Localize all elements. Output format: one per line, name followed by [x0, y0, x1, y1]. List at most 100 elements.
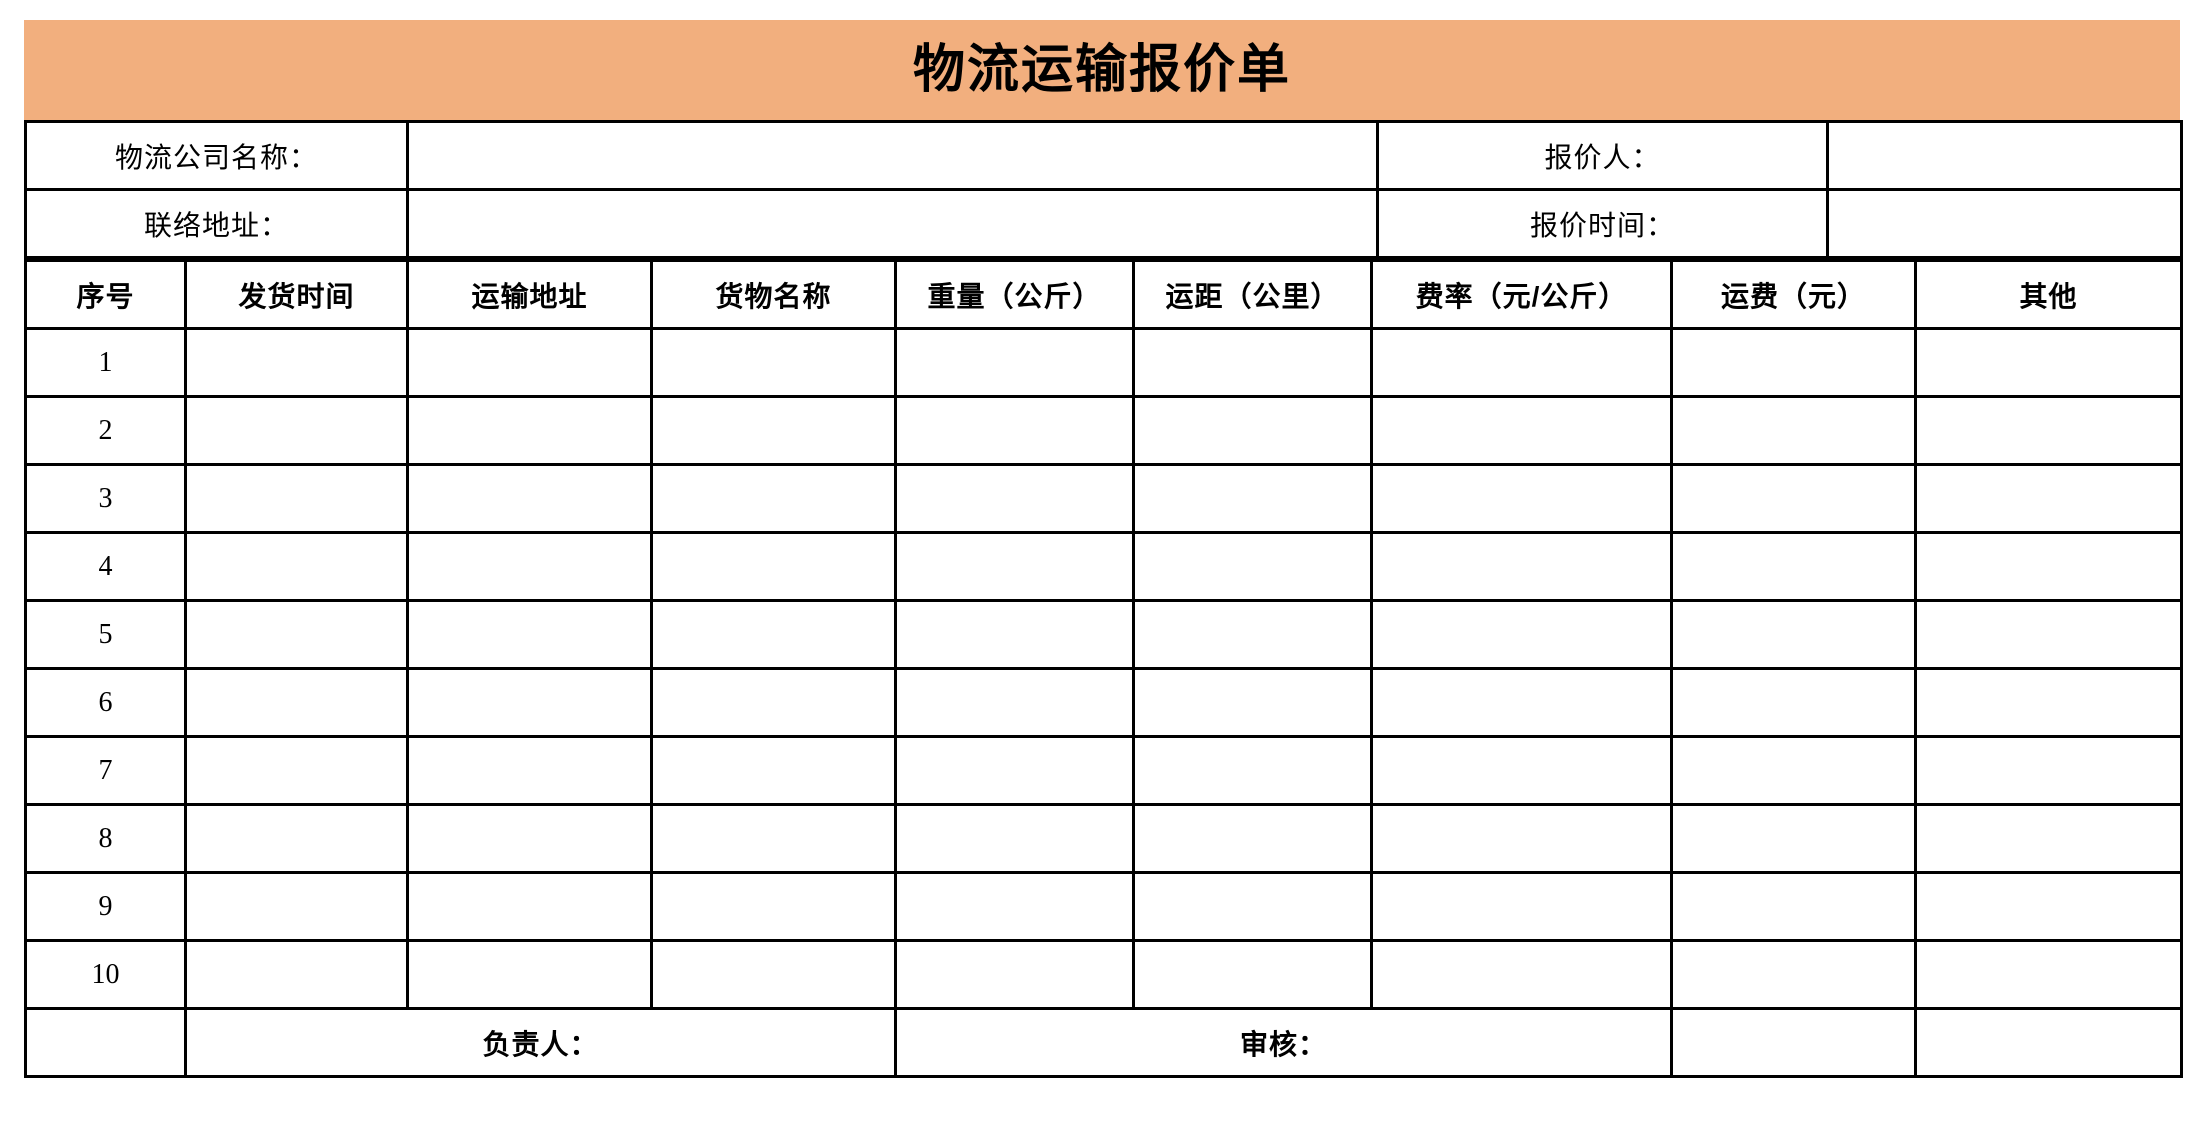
cell-ship-date[interactable] — [184, 871, 409, 942]
cell-route[interactable] — [406, 939, 653, 1010]
cell-goods[interactable] — [650, 599, 897, 670]
table-row: 5 — [24, 599, 2183, 670]
cell-freight[interactable] — [1670, 735, 1917, 806]
cell-other[interactable] — [1914, 735, 2183, 806]
cell-distance[interactable] — [1132, 871, 1373, 942]
cell-goods[interactable] — [650, 803, 897, 874]
cell-goods[interactable] — [650, 735, 897, 806]
field-contact-address[interactable] — [406, 188, 1379, 259]
cell-weight[interactable] — [894, 871, 1135, 942]
cell-rate[interactable] — [1370, 463, 1673, 534]
cell-rate[interactable] — [1370, 939, 1673, 1010]
cell-other[interactable] — [1914, 531, 2183, 602]
cell-rate[interactable] — [1370, 395, 1673, 466]
cell-freight[interactable] — [1670, 531, 1917, 602]
cell-weight[interactable] — [894, 939, 1135, 1010]
cell-other[interactable] — [1914, 327, 2183, 398]
cell-ship-date[interactable] — [184, 463, 409, 534]
row-index: 4 — [24, 531, 187, 602]
footer-blank-a[interactable] — [1670, 1007, 1917, 1078]
cell-route[interactable] — [406, 327, 653, 398]
cell-rate[interactable] — [1370, 531, 1673, 602]
cell-other[interactable] — [1914, 667, 2183, 738]
cell-goods[interactable] — [650, 531, 897, 602]
cell-route[interactable] — [406, 531, 653, 602]
cell-ship-date[interactable] — [184, 395, 409, 466]
cell-ship-date[interactable] — [184, 531, 409, 602]
cell-other[interactable] — [1914, 599, 2183, 670]
cell-freight[interactable] — [1670, 667, 1917, 738]
cell-freight[interactable] — [1670, 939, 1917, 1010]
cell-freight[interactable] — [1670, 803, 1917, 874]
table-row: 7 — [24, 735, 2183, 806]
cell-rate[interactable] — [1370, 735, 1673, 806]
label-contact-address: 联络地址： — [24, 188, 409, 259]
cell-rate[interactable] — [1370, 871, 1673, 942]
cell-ship-date[interactable] — [184, 667, 409, 738]
cell-weight[interactable] — [894, 327, 1135, 398]
cell-freight[interactable] — [1670, 599, 1917, 670]
table-body: 1 2 3 — [24, 327, 2183, 1078]
footer-blank-b[interactable] — [1914, 1007, 2183, 1078]
cell-weight[interactable] — [894, 667, 1135, 738]
column-header-goods: 货物名称 — [650, 259, 897, 330]
cell-goods[interactable] — [650, 667, 897, 738]
cell-ship-date[interactable] — [184, 599, 409, 670]
cell-distance[interactable] — [1132, 531, 1373, 602]
cell-distance[interactable] — [1132, 463, 1373, 534]
cell-freight[interactable] — [1670, 327, 1917, 398]
cell-route[interactable] — [406, 735, 653, 806]
cell-rate[interactable] — [1370, 667, 1673, 738]
cell-other[interactable] — [1914, 395, 2183, 466]
cell-other[interactable] — [1914, 463, 2183, 534]
cell-freight[interactable] — [1670, 463, 1917, 534]
table-row: 6 — [24, 667, 2183, 738]
cell-distance[interactable] — [1132, 939, 1373, 1010]
cell-distance[interactable] — [1132, 395, 1373, 466]
cell-goods[interactable] — [650, 463, 897, 534]
cell-weight[interactable] — [894, 531, 1135, 602]
cell-freight[interactable] — [1670, 395, 1917, 466]
row-index: 6 — [24, 667, 187, 738]
cell-distance[interactable] — [1132, 599, 1373, 670]
cell-distance[interactable] — [1132, 327, 1373, 398]
cell-route[interactable] — [406, 667, 653, 738]
cell-route[interactable] — [406, 463, 653, 534]
cell-goods[interactable] — [650, 395, 897, 466]
cell-weight[interactable] — [894, 735, 1135, 806]
column-header-route: 运输地址 — [406, 259, 653, 330]
cell-other[interactable] — [1914, 803, 2183, 874]
cell-goods[interactable] — [650, 871, 897, 942]
cell-distance[interactable] — [1132, 735, 1373, 806]
cell-ship-date[interactable] — [184, 803, 409, 874]
table-row: 1 — [24, 327, 2183, 398]
cell-goods[interactable] — [650, 327, 897, 398]
field-quoter[interactable] — [1826, 120, 2183, 191]
cell-ship-date[interactable] — [184, 327, 409, 398]
page-title: 物流运输报价单 — [912, 40, 1291, 100]
cell-route[interactable] — [406, 871, 653, 942]
row-index: 5 — [24, 599, 187, 670]
cell-distance[interactable] — [1132, 803, 1373, 874]
cell-route[interactable] — [406, 599, 653, 670]
cell-weight[interactable] — [894, 803, 1135, 874]
field-quote-time[interactable] — [1826, 188, 2183, 259]
cell-other[interactable] — [1914, 939, 2183, 1010]
cell-goods[interactable] — [650, 939, 897, 1010]
cell-rate[interactable] — [1370, 599, 1673, 670]
cell-freight[interactable] — [1670, 871, 1917, 942]
cell-ship-date[interactable] — [184, 735, 409, 806]
cell-rate[interactable] — [1370, 327, 1673, 398]
cell-other[interactable] — [1914, 871, 2183, 942]
column-header-rate: 费率（元/公斤） — [1370, 259, 1673, 330]
cell-route[interactable] — [406, 803, 653, 874]
cell-route[interactable] — [406, 395, 653, 466]
column-header-distance: 运距（公里） — [1132, 259, 1373, 330]
cell-rate[interactable] — [1370, 803, 1673, 874]
cell-distance[interactable] — [1132, 667, 1373, 738]
cell-ship-date[interactable] — [184, 939, 409, 1010]
cell-weight[interactable] — [894, 463, 1135, 534]
cell-weight[interactable] — [894, 599, 1135, 670]
cell-weight[interactable] — [894, 395, 1135, 466]
field-company-name[interactable] — [406, 120, 1379, 191]
